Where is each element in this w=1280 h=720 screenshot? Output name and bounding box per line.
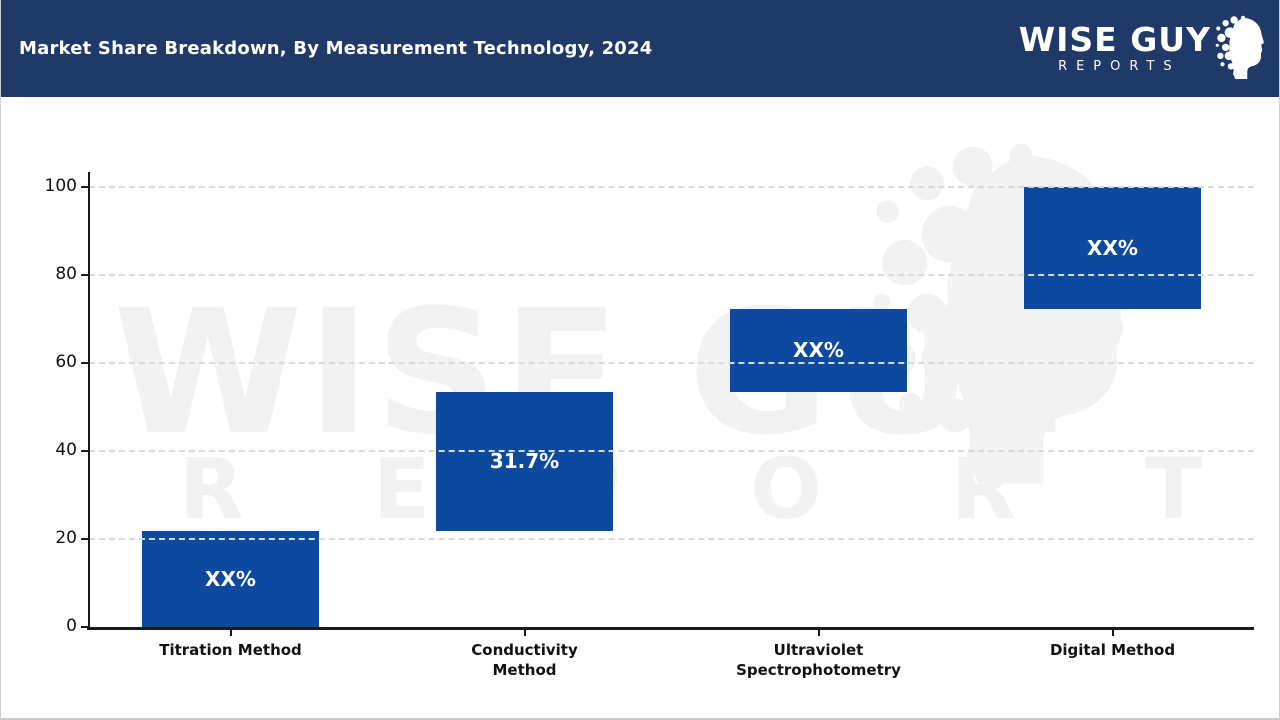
y-tick-label-40: 40	[55, 440, 77, 460]
page-title: Market Share Breakdown, By Measurement T…	[19, 38, 653, 59]
bar-label-1: XX%	[205, 567, 256, 592]
category-label-line: Conductivity	[471, 641, 578, 659]
header-band: Market Share Breakdown, By Measurement T…	[1, 0, 1279, 97]
category-label-line: Titration Method	[159, 641, 302, 659]
bar-label-2: 31.7%	[489, 449, 560, 474]
y-tick-0	[81, 626, 89, 628]
y-tick-40	[81, 450, 89, 452]
gridline-40	[89, 450, 1254, 452]
category-label-line: Method	[492, 661, 557, 679]
y-tick-label-60: 60	[55, 352, 77, 372]
wiseguy-logo: WISE GUY REPORTS	[1018, 14, 1279, 84]
x-tick-1	[229, 627, 232, 636]
y-tick-label-80: 80	[55, 264, 77, 284]
category-label-4: Digital Method	[1050, 640, 1175, 660]
y-tick-label-0: 0	[66, 616, 77, 636]
bar-label-4: XX%	[1087, 236, 1138, 261]
y-tick-60	[81, 362, 89, 364]
gridline-60	[89, 362, 1254, 364]
category-label-line: Digital Method	[1049, 641, 1176, 659]
logo-wordmark: WISE GUY	[1018, 20, 1211, 59]
y-tick-20	[81, 538, 89, 540]
gridline-80	[89, 274, 1254, 276]
y-tick-80	[81, 274, 89, 276]
y-tick-label-100: 100	[44, 176, 77, 196]
x-tick-2	[523, 627, 526, 636]
watermark-subtitle: R E P O R T S	[179, 440, 1279, 538]
x-axis-line	[87, 627, 1254, 630]
category-label-2: Conductivity Method	[471, 640, 577, 680]
y-tick-100	[81, 186, 89, 188]
y-tick-label-20: 20	[55, 528, 77, 548]
category-label-line: Ultraviolet	[773, 641, 864, 659]
category-label-3: Ultraviolet Spectrophotometry	[736, 640, 901, 680]
category-label-line: Spectrophotometry	[736, 661, 901, 679]
bar-1	[142, 531, 319, 627]
bar-3	[730, 309, 907, 392]
x-tick-3	[817, 627, 820, 636]
gridline-20	[89, 538, 1254, 540]
logo-subtitle: REPORTS	[1058, 59, 1181, 74]
logo-text: WISE GUY REPORTS	[1018, 20, 1211, 75]
gridline-100	[89, 186, 1254, 188]
wiseguy-head-icon	[1215, 15, 1264, 79]
y-axis-line	[87, 172, 90, 629]
bar-label-3: XX%	[793, 338, 844, 363]
category-label-1: Titration Method	[159, 640, 302, 660]
bar-4	[1024, 187, 1201, 310]
bar-2	[436, 391, 613, 532]
x-tick-4	[1111, 627, 1114, 636]
